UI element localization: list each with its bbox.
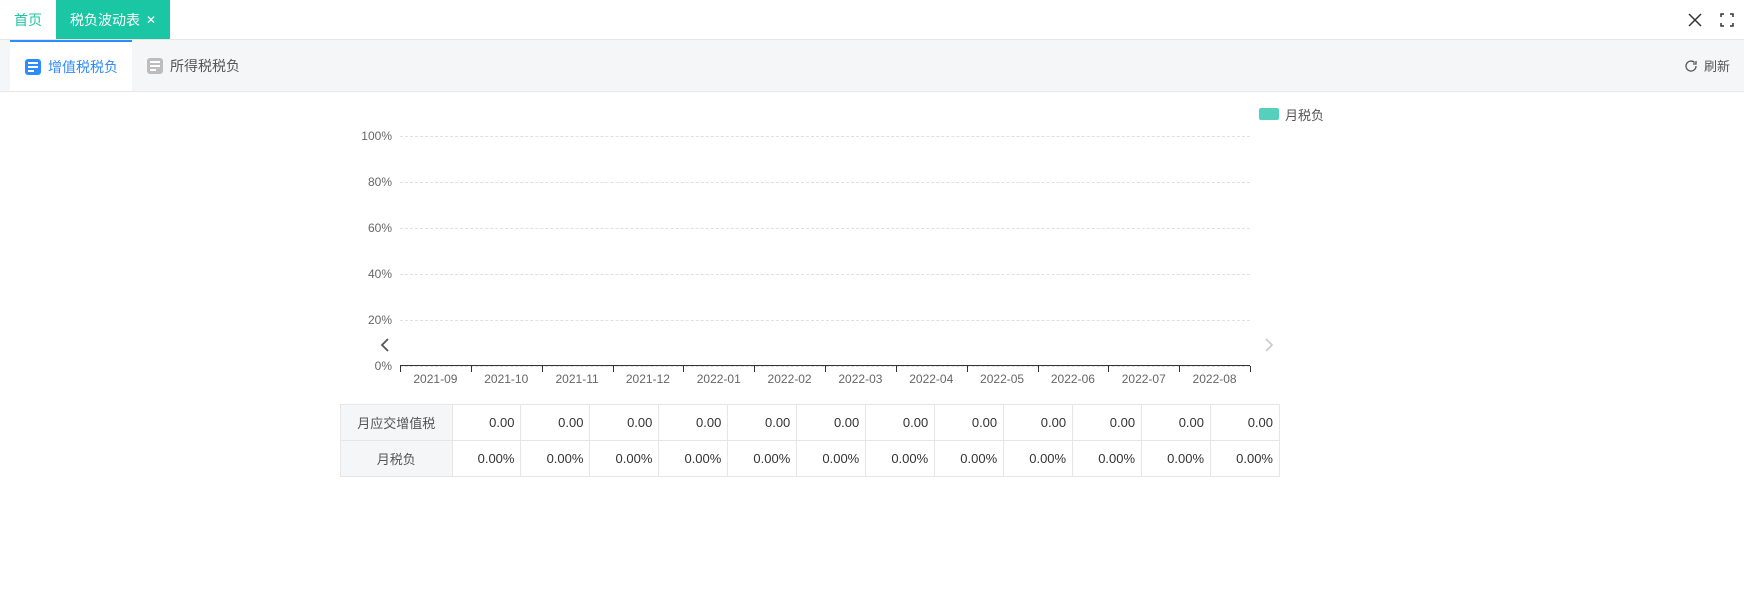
table-cell: 0.00 [935, 405, 1004, 441]
ytick-label: 20% [348, 313, 392, 327]
xtick-label: 2022-02 [768, 372, 812, 386]
table-cell: 0.00 [1073, 405, 1142, 441]
legend-label: 月税负 [1285, 105, 1324, 124]
gridline [400, 136, 1250, 137]
table-cell: 0.00% [935, 441, 1004, 477]
table-row-header: 月税负 [341, 441, 453, 477]
xtick-label: 2022-05 [980, 372, 1024, 386]
table-cell: 0.00% [590, 441, 659, 477]
table-cell: 0.00% [1073, 441, 1142, 477]
subtab-vat[interactable]: 增值税税负 [10, 40, 132, 91]
xtick [613, 366, 614, 372]
table-cell: 0.00 [797, 405, 866, 441]
table-cell: 0.00 [590, 405, 659, 441]
table-row: 月应交增值税0.000.000.000.000.000.000.000.000.… [341, 405, 1280, 441]
table-cell: 0.00 [1004, 405, 1073, 441]
xtick [1108, 366, 1109, 372]
chart-body: 0%20%40%60%80%100% 2021-09 2021-10 2021-11… [400, 126, 1250, 386]
table-cell: 0.00% [1211, 441, 1280, 477]
gridline [400, 320, 1250, 321]
gridline [400, 274, 1250, 275]
close-icon[interactable]: ✕ [146, 13, 156, 27]
fullscreen-icon[interactable] [1716, 9, 1738, 31]
xtick [1179, 366, 1180, 372]
xtick [967, 366, 968, 372]
table-cell: 0.00 [659, 405, 728, 441]
xtick-label: 2022-01 [697, 372, 741, 386]
income-tax-icon [146, 57, 164, 75]
xtick [471, 366, 472, 372]
table-cell: 0.00 [728, 405, 797, 441]
chart-next-button[interactable] [1260, 336, 1278, 354]
xtick-label: 2022-07 [1122, 372, 1166, 386]
xtick-label: 2021-12 [626, 372, 670, 386]
xtick [1250, 366, 1251, 372]
table-cell: 0.00% [521, 441, 590, 477]
table-row: 月税负0.00%0.00%0.00%0.00%0.00%0.00%0.00%0.… [341, 441, 1280, 477]
xtick-label: 2021-09 [413, 372, 457, 386]
table-cell: 0.00% [452, 441, 521, 477]
table-cell: 0.00% [866, 441, 935, 477]
data-table: 月应交增值税0.000.000.000.000.000.000.000.000.… [340, 404, 1280, 477]
close-tabs-icon[interactable] [1684, 9, 1706, 31]
table-cell: 0.00 [1142, 405, 1211, 441]
table-cell: 0.00% [797, 441, 866, 477]
vat-icon [24, 58, 42, 76]
refresh-label: 刷新 [1704, 56, 1730, 75]
sub-tab-bar: 增值税税负 所得税税负 刷新 [0, 40, 1744, 92]
legend-swatch [1259, 108, 1279, 120]
chart-region: 月税负 0%20%40%60%80%100% 2021-092021-10202… [0, 92, 1744, 477]
refresh-button[interactable]: 刷新 [1684, 56, 1730, 75]
table-cell: 0.00% [659, 441, 728, 477]
ytick-label: 60% [348, 221, 392, 235]
xtick-label: 2022-03 [838, 372, 882, 386]
ytick-label: 40% [348, 267, 392, 281]
table-cell: 0.00 [452, 405, 521, 441]
table-cell: 0.00% [1142, 441, 1211, 477]
chart-xaxis: 2021-09 2021-10 2021-11 2021-12 2022-01 2022-… [400, 366, 1250, 386]
table-cell: 0.00% [1004, 441, 1073, 477]
xtick-label: 2022-06 [1051, 372, 1095, 386]
table-cell: 0.00 [1211, 405, 1280, 441]
table-cell: 0.00% [728, 441, 797, 477]
tab-tax-fluctuation[interactable]: 税负波动表 ✕ [56, 0, 170, 39]
tab-home-label: 首页 [14, 10, 42, 30]
subtab-income-tax-label: 所得税税负 [170, 56, 240, 76]
xtick-label: 2021-11 [556, 372, 599, 386]
top-tab-bar: 首页 税负波动表 ✕ [0, 0, 1744, 40]
ytick-label: 100% [348, 129, 392, 143]
xtick [1038, 366, 1039, 372]
table-row-header: 月应交增值税 [341, 405, 453, 441]
tab-home[interactable]: 首页 [0, 0, 56, 39]
chart-plot: 0%20%40%60%80%100% [400, 136, 1250, 366]
gridline [400, 228, 1250, 229]
table-cell: 0.00 [521, 405, 590, 441]
subtab-income-tax[interactable]: 所得税税负 [132, 40, 254, 91]
chart-legend: 月税负 [0, 102, 1744, 126]
tab-tax-fluctuation-label: 税负波动表 [70, 10, 140, 30]
ytick-label: 80% [348, 175, 392, 189]
xtick [683, 366, 684, 372]
xtick [542, 366, 543, 372]
xtick-label: 2021-10 [484, 372, 528, 386]
chart-prev-button[interactable] [376, 336, 394, 354]
xtick [400, 366, 401, 372]
xtick [896, 366, 897, 372]
subtab-vat-label: 增值税税负 [48, 57, 118, 77]
refresh-icon [1684, 59, 1698, 73]
xtick [825, 366, 826, 372]
xtick-label: 2022-08 [1193, 372, 1237, 386]
xtick [754, 366, 755, 372]
table-cell: 0.00 [866, 405, 935, 441]
gridline [400, 182, 1250, 183]
ytick-label: 0% [348, 359, 392, 373]
xtick-label: 2022-04 [909, 372, 953, 386]
